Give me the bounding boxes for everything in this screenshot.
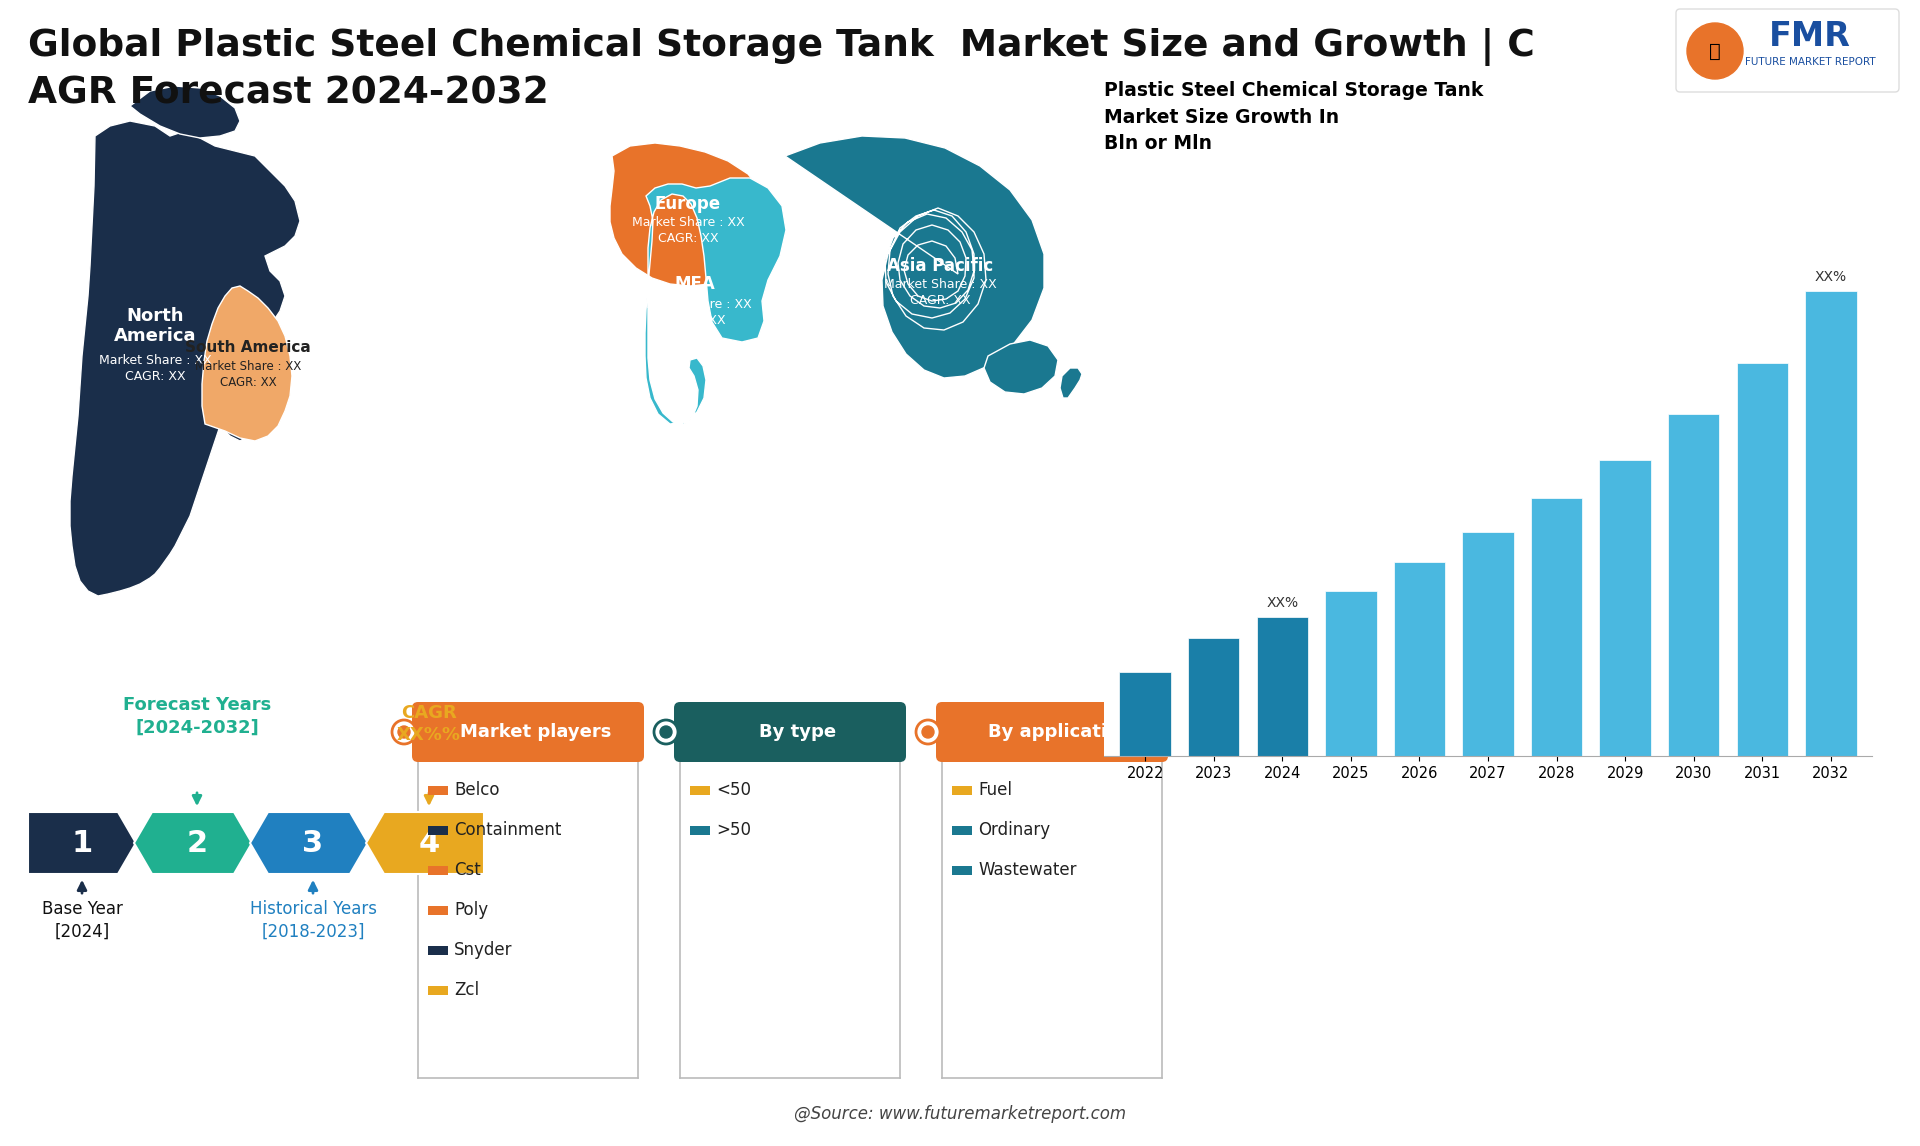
- FancyBboxPatch shape: [937, 702, 1167, 762]
- Text: Market players: Market players: [461, 723, 612, 741]
- Title: Plastic Steel Chemical Storage Tank
Market Size Growth In
Bln or Mln: Plastic Steel Chemical Storage Tank Mark…: [1104, 81, 1484, 154]
- Circle shape: [1688, 23, 1743, 79]
- Text: CAGR: XX: CAGR: XX: [125, 369, 186, 383]
- Circle shape: [397, 727, 411, 738]
- Text: Ordinary: Ordinary: [977, 821, 1050, 839]
- Bar: [689, 826, 710, 835]
- FancyBboxPatch shape: [674, 702, 906, 762]
- FancyBboxPatch shape: [413, 702, 643, 762]
- Bar: [1463, 532, 1513, 756]
- Bar: [428, 986, 447, 995]
- Polygon shape: [645, 178, 785, 424]
- Bar: [1188, 638, 1240, 756]
- Bar: [1325, 591, 1377, 756]
- Text: Market Share : XX: Market Share : XX: [639, 298, 751, 311]
- Text: >50: >50: [716, 821, 751, 839]
- Polygon shape: [202, 286, 292, 441]
- Circle shape: [392, 720, 417, 744]
- Text: CAGR: XX: CAGR: XX: [659, 231, 718, 244]
- Bar: [1256, 617, 1308, 756]
- Text: Base Year
[2024]: Base Year [2024]: [42, 900, 123, 941]
- Text: 2: 2: [186, 829, 207, 857]
- Text: XX%: XX%: [1265, 596, 1298, 611]
- Bar: [428, 826, 447, 835]
- Text: Poly: Poly: [453, 901, 488, 919]
- Bar: [428, 906, 447, 915]
- Text: Market Share : XX: Market Share : XX: [883, 277, 996, 290]
- Text: South America: South America: [184, 340, 311, 355]
- Bar: [428, 786, 447, 795]
- Text: Zcl: Zcl: [453, 981, 480, 999]
- Text: Historical Years
[2018-2023]: Historical Years [2018-2023]: [250, 900, 376, 941]
- Text: Global Plastic Steel Chemical Storage Tank  Market Size and Growth | C
AGR Forec: Global Plastic Steel Chemical Storage Ta…: [29, 28, 1534, 112]
- Bar: [1119, 672, 1171, 756]
- Text: <50: <50: [716, 782, 751, 799]
- Circle shape: [922, 727, 933, 738]
- Text: @Source: www.futuremarketreport.com: @Source: www.futuremarketreport.com: [795, 1105, 1125, 1123]
- FancyBboxPatch shape: [1676, 9, 1899, 92]
- Text: Forecast Years
[2024-2032]: Forecast Years [2024-2032]: [123, 696, 271, 737]
- Polygon shape: [1060, 368, 1083, 398]
- Text: FMR: FMR: [1768, 19, 1851, 53]
- Polygon shape: [983, 340, 1058, 394]
- Circle shape: [660, 727, 672, 738]
- Text: CAGR: XX: CAGR: XX: [910, 293, 970, 306]
- Text: Asia Pacific: Asia Pacific: [887, 257, 993, 275]
- Text: Wastewater: Wastewater: [977, 861, 1077, 879]
- Polygon shape: [221, 411, 252, 441]
- Text: 3: 3: [303, 829, 324, 857]
- Bar: [428, 945, 447, 955]
- Text: North
America: North America: [113, 307, 196, 345]
- Text: By application: By application: [989, 723, 1133, 741]
- Text: Cst: Cst: [453, 861, 480, 879]
- Text: Market Share : XX: Market Share : XX: [98, 353, 211, 367]
- Bar: [1736, 363, 1788, 756]
- Bar: [1530, 499, 1582, 756]
- Bar: [952, 866, 972, 876]
- Bar: [952, 786, 972, 795]
- Text: XX%: XX%: [1814, 270, 1847, 284]
- Polygon shape: [367, 813, 484, 874]
- Text: Containment: Containment: [453, 821, 561, 839]
- Text: Belco: Belco: [453, 782, 499, 799]
- Text: CAGR: XX: CAGR: XX: [664, 314, 726, 327]
- Text: CAGR
XX%%: CAGR XX%%: [397, 704, 461, 744]
- Text: 1: 1: [71, 829, 92, 857]
- Text: MEA: MEA: [674, 275, 716, 293]
- Bar: [1599, 460, 1651, 756]
- Text: 🔭: 🔭: [1709, 41, 1720, 61]
- Polygon shape: [785, 136, 1044, 378]
- Bar: [689, 786, 710, 795]
- Text: By type: By type: [760, 723, 837, 741]
- Text: Market Share : XX: Market Share : XX: [194, 360, 301, 372]
- Text: CAGR: XX: CAGR: XX: [219, 376, 276, 388]
- Text: Fuel: Fuel: [977, 782, 1012, 799]
- Text: Europe: Europe: [655, 195, 722, 213]
- Text: FUTURE MARKET REPORT: FUTURE MARKET REPORT: [1745, 57, 1876, 66]
- Circle shape: [916, 720, 941, 744]
- Polygon shape: [134, 813, 252, 874]
- Polygon shape: [611, 143, 770, 286]
- Bar: [1394, 562, 1446, 756]
- Bar: [428, 866, 447, 876]
- Polygon shape: [29, 813, 136, 874]
- Text: Market Share : XX: Market Share : XX: [632, 215, 745, 228]
- Bar: [1805, 291, 1857, 756]
- Bar: [1668, 414, 1720, 756]
- Text: Snyder: Snyder: [453, 941, 513, 959]
- Polygon shape: [131, 86, 240, 138]
- Polygon shape: [250, 813, 369, 874]
- Bar: [952, 826, 972, 835]
- Polygon shape: [69, 121, 300, 596]
- Circle shape: [655, 720, 678, 744]
- Text: 4: 4: [419, 829, 440, 857]
